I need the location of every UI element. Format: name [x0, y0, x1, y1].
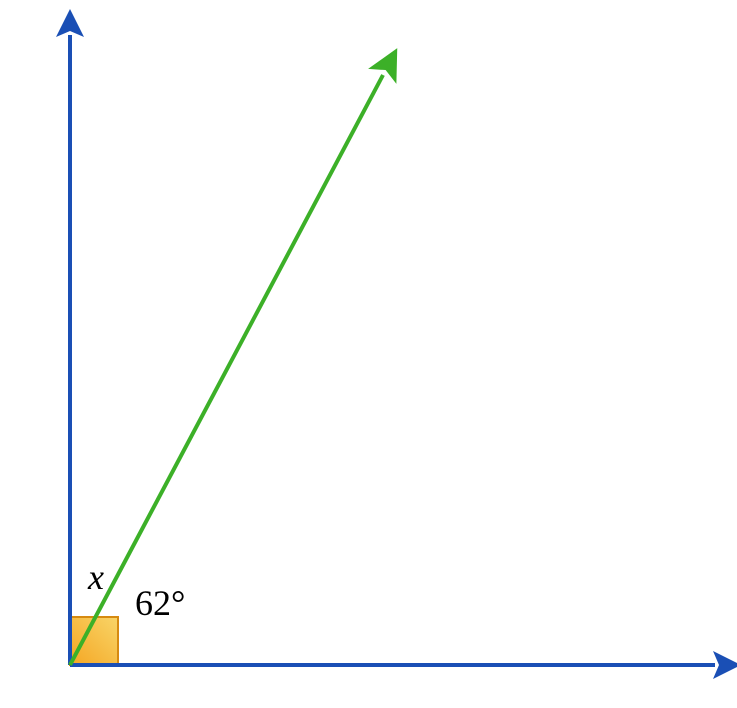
right-angle-marker [70, 617, 118, 665]
diagram-svg [0, 0, 737, 708]
angle-diagram: x 62° [0, 0, 737, 708]
label-angle: 62° [135, 582, 185, 624]
diagonal-ray [70, 75, 383, 665]
label-x: x [88, 556, 104, 598]
